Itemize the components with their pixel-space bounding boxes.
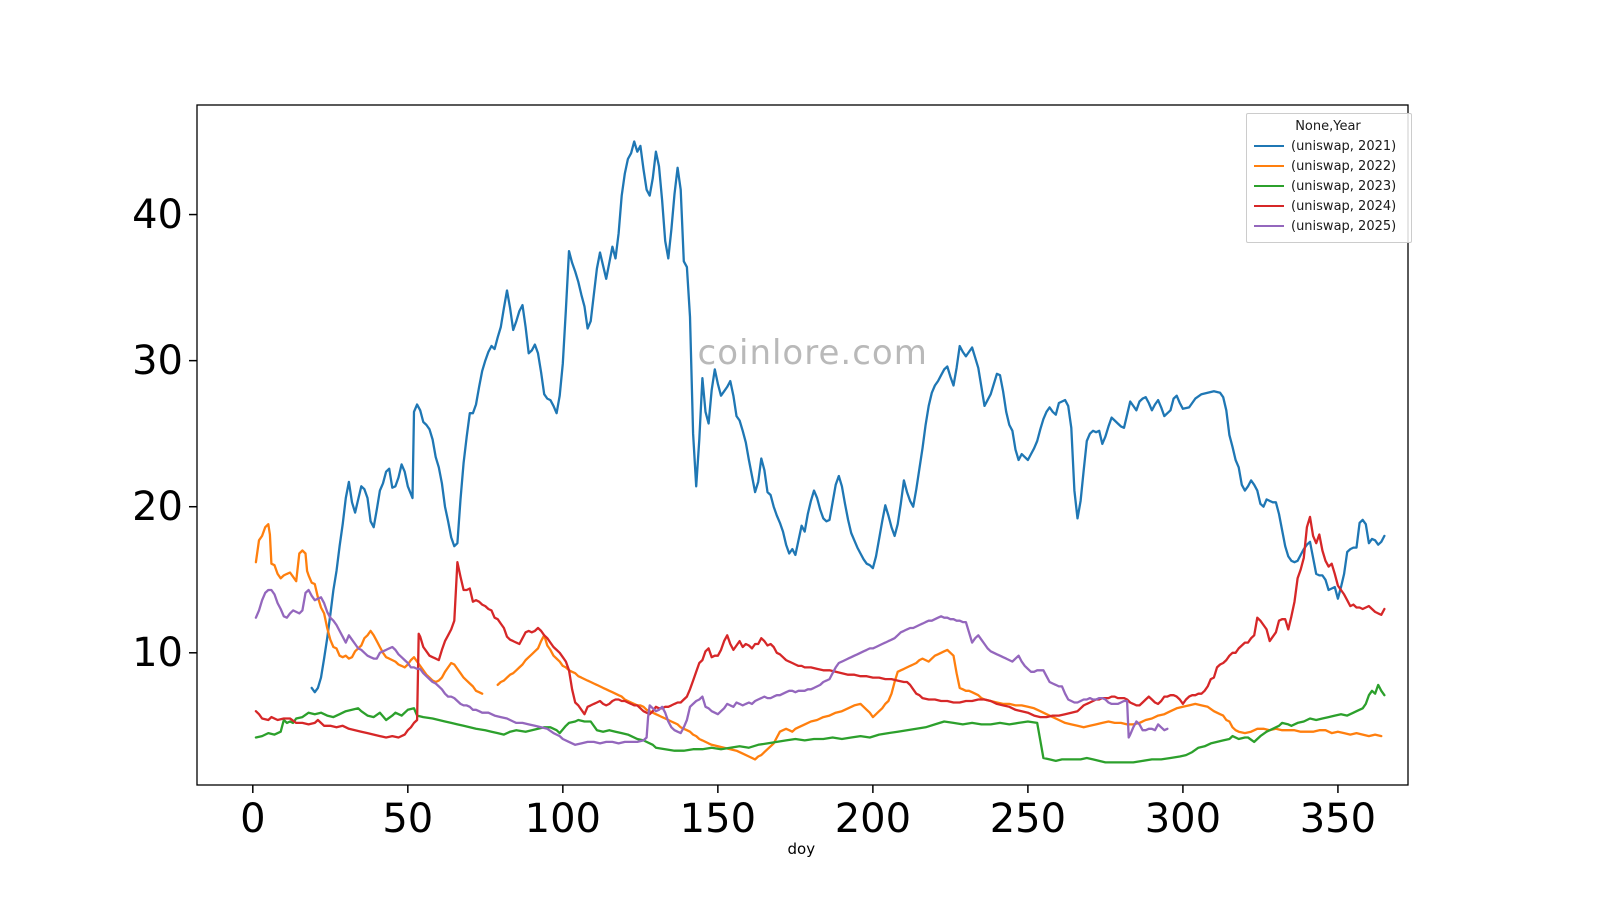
y-tick-label: 40 [132,191,183,238]
legend-line-sample-2024 [1254,205,1284,207]
legend-item-2025: (uniswap, 2025) [1254,216,1402,236]
x-tick-label: 300 [1144,796,1222,842]
legend-label: (uniswap, 2024) [1291,198,1397,214]
legend-line-sample-2023 [1254,185,1284,187]
x-tick-label: 0 [240,796,266,842]
series-line-uniswap-2022 [496,634,1383,761]
y-tick-label: 20 [132,483,183,530]
x-tick-label: 50 [382,796,434,842]
watermark: coinlore.com [697,333,928,373]
x-tick-label: 350 [1299,796,1377,842]
legend-label: (uniswap, 2022) [1291,158,1397,174]
legend-title: None,Year [1295,119,1361,134]
x-tick-label: 250 [989,796,1067,842]
axes-spines [196,104,1409,786]
x-tick-label: 100 [524,796,601,842]
legend-item-2022: (uniswap, 2022) [1254,156,1402,176]
series-line-uniswap-2022 [254,523,484,695]
x-axis-label: doy [787,840,816,858]
legend-line-sample-2022 [1254,165,1284,167]
legend-label: (uniswap, 2025) [1291,218,1397,234]
series-line-uniswap-2021 [310,140,1386,694]
legend-item-2024: (uniswap, 2024) [1254,196,1402,216]
series-line-uniswap-2023 [254,683,1386,764]
x-tick-label: 200 [834,796,912,842]
legend-label: (uniswap, 2021) [1291,138,1397,154]
legend-item-2021: (uniswap, 2021) [1254,136,1402,156]
series-line-uniswap-2024 [254,515,1386,739]
legend: None,Year (uniswap, 2021) (uniswap, 2022… [1246,113,1412,243]
y-tick-label: 30 [132,337,183,384]
y-tick-label: 10 [132,629,183,676]
legend-line-sample-2025 [1254,225,1284,227]
x-tick-label: 150 [679,796,757,842]
legend-label: (uniswap, 2023) [1291,178,1397,194]
series-line-uniswap-2025 [254,588,1169,746]
legend-item-2023: (uniswap, 2023) [1254,176,1402,196]
legend-line-sample-2021 [1254,145,1284,147]
